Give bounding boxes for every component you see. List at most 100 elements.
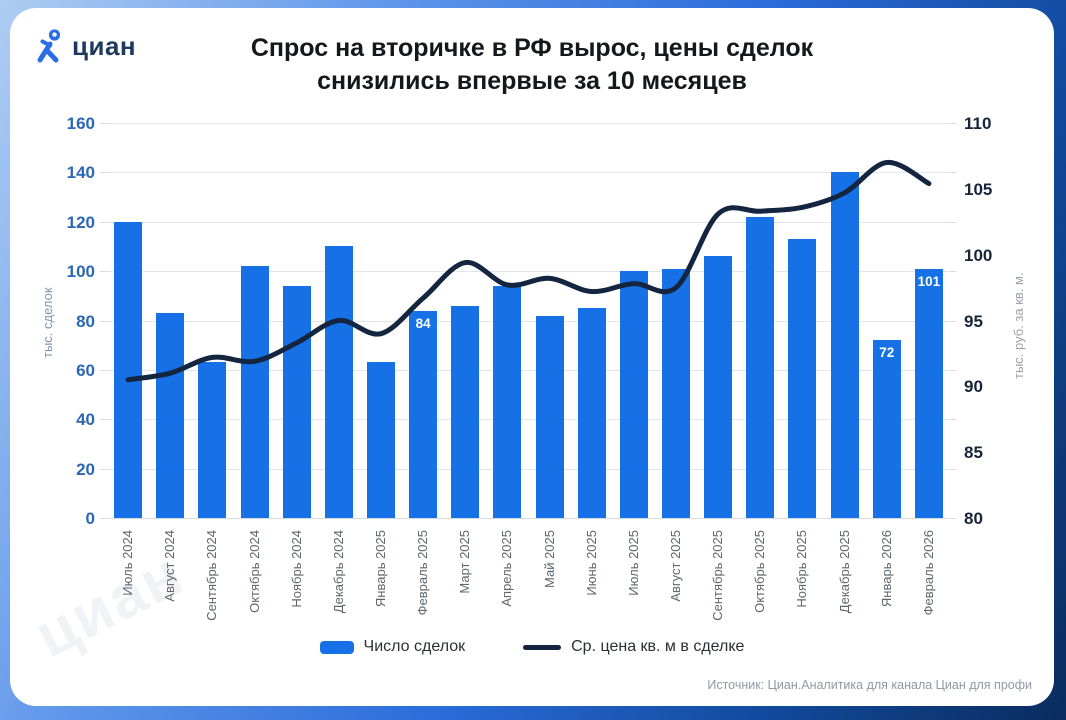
x-axis-label: Февраль 2025 <box>415 530 431 616</box>
gridline <box>107 369 950 371</box>
x-axis-line <box>107 518 950 519</box>
right-axis-tick: 90 <box>964 377 983 397</box>
right-axis-tick: 105 <box>964 179 993 199</box>
x-axis-label: Август 2025 <box>668 530 684 602</box>
bar-Январь 2025 <box>366 362 395 518</box>
right-axis-tick: 100 <box>964 245 993 265</box>
x-axis-label: Апрель 2025 <box>499 530 515 607</box>
bar-value-label: 84 <box>415 315 431 331</box>
bar-Июль 2025 <box>619 271 648 518</box>
left-tick-mark <box>100 172 107 174</box>
left-axis-tick: 120 <box>66 212 95 232</box>
bar-Август 2024 <box>156 313 185 518</box>
bar-Июнь 2025 <box>577 308 606 518</box>
left-axis-tick: 20 <box>76 459 95 479</box>
cian-logo: циан <box>36 28 136 64</box>
left-axis-tick: 140 <box>66 163 95 183</box>
bar-Ноябрь 2024 <box>282 285 311 518</box>
right-tick-mark <box>950 369 957 371</box>
left-axis-tick: 40 <box>76 410 95 430</box>
x-axis-label: Январь 2025 <box>372 530 388 608</box>
bar-Декабрь 2024 <box>324 246 353 518</box>
bar-Август 2025 <box>662 268 691 518</box>
gridline <box>107 419 950 421</box>
left-tick-mark <box>100 518 107 519</box>
bar-Июль 2024 <box>114 221 143 518</box>
legend-item-deals: Число сделок <box>319 638 466 656</box>
chart-title-line1: Спрос на вторичке в РФ вырос, цены сдело… <box>250 34 814 62</box>
bar-Март 2025 <box>451 305 480 518</box>
right-tick-mark <box>950 221 957 223</box>
chart-title-line2: снизились впервые за 10 месяцев <box>317 67 747 95</box>
left-tick-mark <box>100 320 107 322</box>
right-axis-tick: 95 <box>964 311 983 331</box>
bar-value-label: 101 <box>917 273 941 289</box>
legend-item-price: Ср. цена кв. м в сделке <box>523 638 744 656</box>
right-tick-mark <box>950 518 957 519</box>
right-axis-tick: 85 <box>964 443 983 463</box>
bar-Сентябрь 2024 <box>198 362 227 518</box>
x-axis-label: Май 2025 <box>541 530 557 588</box>
x-axis-label: Октябрь 2025 <box>752 530 768 613</box>
bar-Февраль 2025 <box>409 310 438 518</box>
left-tick-mark <box>100 419 107 421</box>
legend: Число сделок Ср. цена кв. м в сделке <box>10 638 1054 656</box>
left-axis-tick: 80 <box>76 311 95 331</box>
x-axis-label: Сентябрь 2024 <box>204 530 220 621</box>
right-tick-mark <box>950 271 957 273</box>
bar-value-label: 72 <box>879 345 895 361</box>
combo-chart-plot: 160 140 120 100 80 60 40 20 0 110 105 100 95 90 85 80 84… <box>10 8 1054 706</box>
x-axis-label: Март 2025 <box>457 530 473 594</box>
left-axis-tick: 100 <box>66 262 95 282</box>
legend-bar-label: Число сделок <box>363 638 466 655</box>
bar-Май 2025 <box>535 315 564 518</box>
gridline <box>107 271 950 273</box>
right-tick-mark <box>950 419 957 421</box>
bar-Декабрь 2025 <box>830 172 859 518</box>
gridline <box>107 468 950 470</box>
bar-Октябрь 2025 <box>746 216 775 518</box>
gridline <box>107 172 950 174</box>
bar-Февраль 2026 <box>914 268 943 518</box>
x-axis-label: Октябрь 2024 <box>246 530 262 613</box>
logo-text: циан <box>72 30 137 61</box>
x-axis-label: Февраль 2026 <box>920 530 936 616</box>
gridline <box>107 221 950 223</box>
bar-Октябрь 2024 <box>240 266 269 518</box>
legend-line-swatch <box>523 644 562 650</box>
left-tick-mark <box>100 271 107 273</box>
x-axis-label: Ноябрь 2024 <box>288 530 304 608</box>
right-tick-mark <box>950 123 957 124</box>
legend-line-label: Ср. цена кв. м в сделке <box>571 638 745 655</box>
x-axis-label: Ноябрь 2025 <box>794 530 810 608</box>
bar-Апрель 2025 <box>493 285 522 518</box>
left-axis-tick: 0 <box>85 509 95 528</box>
left-axis-tick: 160 <box>66 114 95 133</box>
chart-title: Спрос на вторичке в РФ вырос, цены сдело… <box>140 32 924 98</box>
right-tick-mark <box>950 468 957 470</box>
bar-Сентябрь 2025 <box>704 256 733 518</box>
source-caption: Источник: Циан.Аналитика для канала Циан… <box>707 678 1032 692</box>
left-tick-mark <box>100 123 107 124</box>
x-axis-label: Июль 2025 <box>625 530 641 596</box>
right-tick-mark <box>950 172 957 174</box>
right-axis-title: тыс. руб. за кв. м. <box>1011 272 1026 379</box>
x-axis-label: Июнь 2025 <box>583 530 599 596</box>
x-axis-label: Декабрь 2025 <box>836 530 852 614</box>
x-axis-label: Декабрь 2024 <box>330 530 346 614</box>
bar-Январь 2026 <box>872 340 901 518</box>
right-axis-tick: 80 <box>964 509 983 528</box>
legend-bar-swatch <box>319 640 354 654</box>
x-axis-label: Январь 2026 <box>878 530 894 608</box>
left-axis-tick: 60 <box>76 360 95 380</box>
left-tick-mark <box>100 468 107 470</box>
chart-card: циан Спрос на вторичке в РФ вырос, цены … <box>10 8 1054 706</box>
bar-Ноябрь 2025 <box>788 239 817 518</box>
left-tick-mark <box>100 221 107 223</box>
x-axis-label: Сентябрь 2025 <box>710 530 726 621</box>
right-axis-tick: 110 <box>964 114 992 133</box>
gridline <box>107 123 950 124</box>
cian-person-pin-icon <box>37 29 61 63</box>
gridline <box>107 320 950 322</box>
right-tick-mark <box>950 320 957 322</box>
